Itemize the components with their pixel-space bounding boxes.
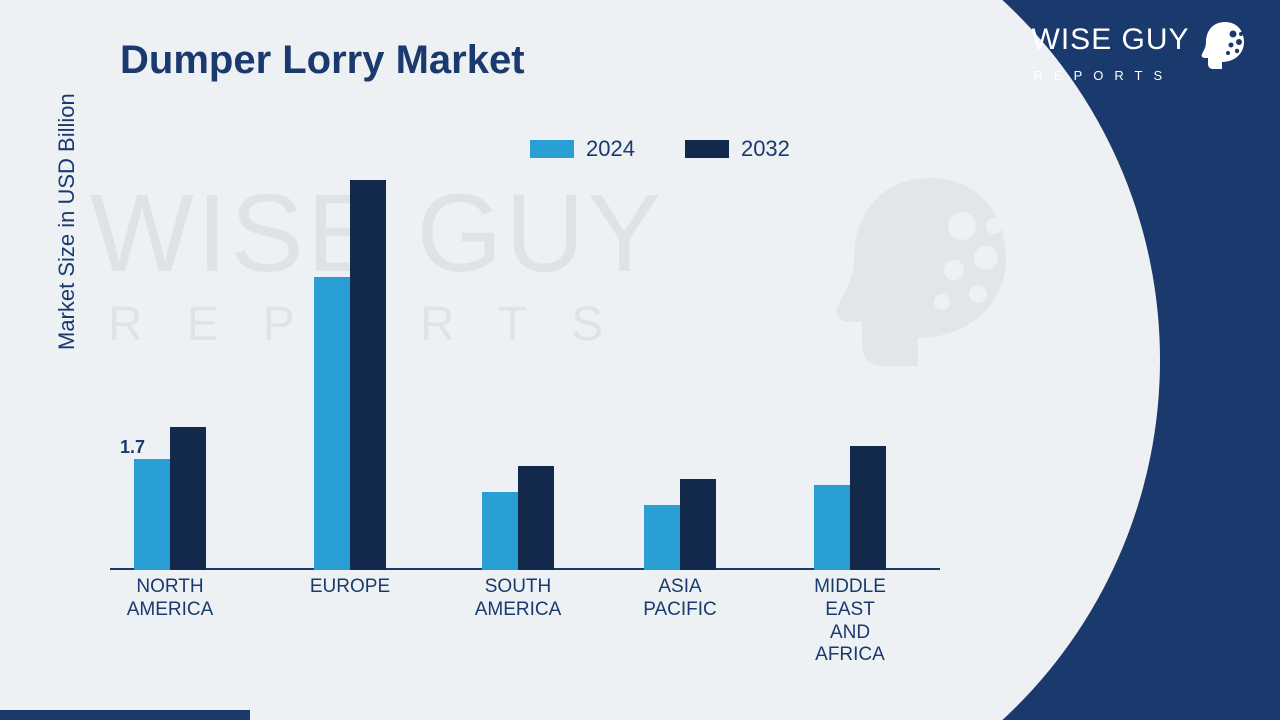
bar bbox=[314, 277, 350, 570]
bar bbox=[350, 180, 386, 570]
x-axis-label: ASIAPACIFIC bbox=[610, 576, 750, 622]
legend-item-2024: 2024 bbox=[530, 136, 635, 162]
bottom-accent-bar bbox=[0, 710, 250, 720]
brand-logo: WISE GUY REPORTS bbox=[1032, 20, 1250, 83]
bar bbox=[482, 492, 518, 570]
bar bbox=[644, 505, 680, 570]
bar bbox=[134, 459, 170, 570]
bar bbox=[814, 485, 850, 570]
legend-label-2024: 2024 bbox=[586, 136, 635, 162]
x-axis-label: MIDDLEEASTANDAFRICA bbox=[780, 576, 920, 667]
bar-chart: 1.7 bbox=[110, 180, 940, 570]
legend: 2024 2032 bbox=[530, 136, 790, 162]
bar-group bbox=[814, 446, 886, 570]
bar bbox=[850, 446, 886, 570]
bar-value-label: 1.7 bbox=[120, 437, 145, 458]
bar bbox=[170, 427, 206, 570]
legend-label-2032: 2032 bbox=[741, 136, 790, 162]
canvas: Dumper Lorry Market WISE GUY REPORTS WIS… bbox=[0, 0, 1280, 720]
bar-group bbox=[644, 479, 716, 570]
bar-group bbox=[482, 466, 554, 570]
x-axis-label: NORTHAMERICA bbox=[100, 576, 240, 622]
bar-group bbox=[314, 180, 386, 570]
x-axis-label: SOUTHAMERICA bbox=[448, 576, 588, 622]
bar bbox=[680, 479, 716, 570]
chart-title: Dumper Lorry Market bbox=[120, 38, 525, 83]
brand-line1: WISE GUY bbox=[1032, 23, 1190, 56]
x-axis-label: EUROPE bbox=[280, 576, 420, 599]
bar bbox=[518, 466, 554, 570]
y-axis-label: Market Size in USD Billion bbox=[54, 93, 80, 350]
legend-item-2032: 2032 bbox=[685, 136, 790, 162]
brand-panel bbox=[970, 0, 1280, 720]
legend-swatch-2024 bbox=[530, 140, 574, 158]
brand-head-icon bbox=[1200, 20, 1250, 70]
legend-swatch-2032 bbox=[685, 140, 729, 158]
brand-line2: REPORTS bbox=[1032, 68, 1250, 83]
